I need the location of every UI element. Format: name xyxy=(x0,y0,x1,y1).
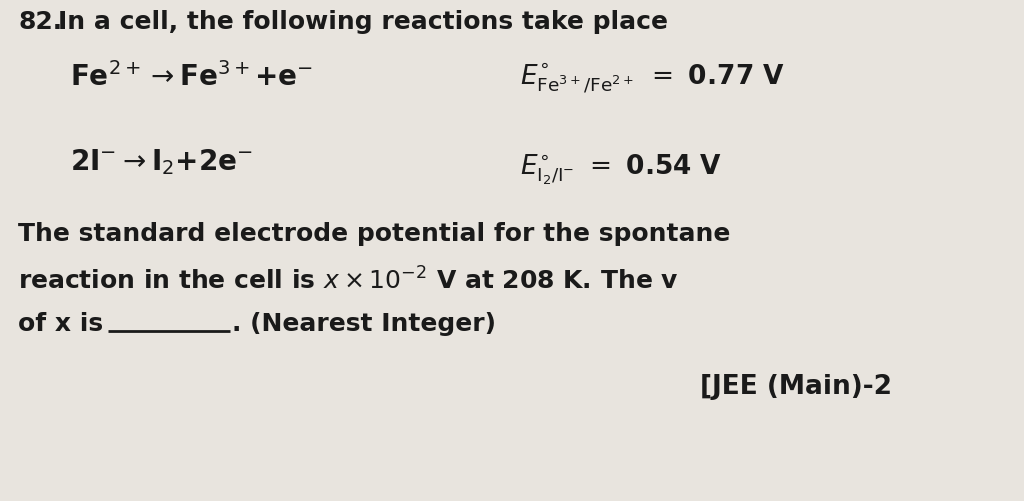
Text: [JEE (Main)-2: [JEE (Main)-2 xyxy=(700,373,892,399)
Text: of x is: of x is xyxy=(18,312,103,335)
Text: The standard electrode potential for the spontane: The standard electrode potential for the… xyxy=(18,221,730,245)
Text: . (Nearest Integer): . (Nearest Integer) xyxy=(232,312,496,335)
Text: 2I$^{-}$$\rightarrow$I$_2$+2e$^{-}$: 2I$^{-}$$\rightarrow$I$_2$+2e$^{-}$ xyxy=(70,147,253,176)
Text: $E^{\circ}_{\mathrm{Fe}^{3+}/\mathrm{Fe}^{2+}}$ $=$ 0.77 V: $E^{\circ}_{\mathrm{Fe}^{3+}/\mathrm{Fe}… xyxy=(520,62,785,96)
Text: Fe$^{2+}$$\rightarrow$Fe$^{3+}$+e$^{-}$: Fe$^{2+}$$\rightarrow$Fe$^{3+}$+e$^{-}$ xyxy=(70,62,312,92)
Text: In a cell, the following reactions take place: In a cell, the following reactions take … xyxy=(58,10,668,34)
Text: 82.: 82. xyxy=(18,10,62,34)
Text: $E^{\circ}_{\mathrm{I}_2/\mathrm{I}^{-}}$ $=$ 0.54 V: $E^{\circ}_{\mathrm{I}_2/\mathrm{I}^{-}}… xyxy=(520,152,722,186)
Text: reaction in the cell is $x\times10^{-2}$ V at 208 K. The v: reaction in the cell is $x\times10^{-2}$… xyxy=(18,267,679,294)
